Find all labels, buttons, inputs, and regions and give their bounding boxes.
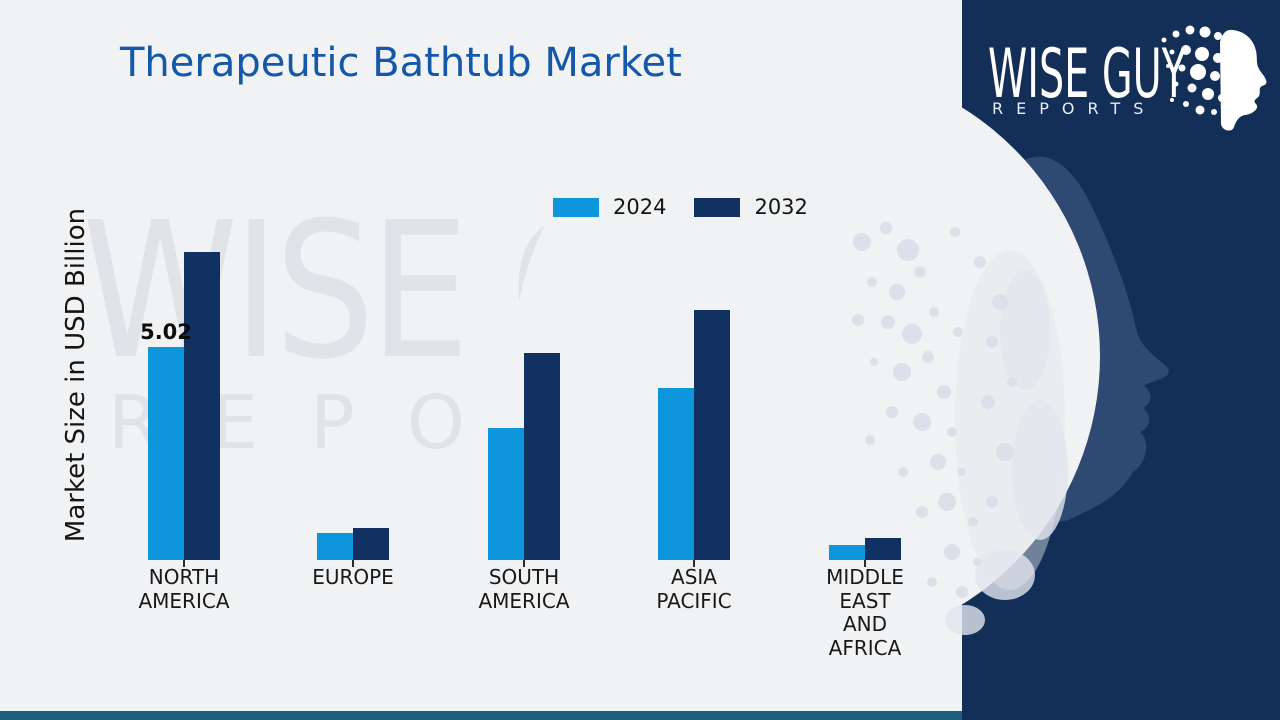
bar-2024-north-america: [148, 347, 184, 560]
dot-pattern: [852, 222, 1017, 598]
bar-2024-south-america: [488, 428, 524, 560]
legend: 2024 2032: [553, 195, 808, 219]
x-label-europe: EUROPE: [312, 565, 394, 589]
page-title: Therapeutic Bathtub Market: [120, 40, 682, 86]
legend-item-2032: 2032: [694, 195, 808, 219]
data-label-5.02: 5.02: [140, 320, 192, 344]
x-axis-tick: [523, 560, 525, 567]
legend-label-2032: 2032: [754, 195, 808, 219]
bar-2032-europe: [353, 528, 389, 560]
brain-blob-pattern: [945, 250, 1068, 635]
legend-item-2024: 2024: [553, 195, 666, 219]
x-label-asia-pacific: ASIA PACIFIC: [656, 565, 732, 613]
legend-swatch-2032: [694, 197, 741, 217]
footer-bar: [0, 711, 962, 720]
x-label-north-america: NORTH AMERICA: [138, 565, 230, 613]
legend-label-2024: 2024: [613, 195, 667, 219]
x-axis-tick: [693, 560, 695, 567]
brand-logo-name: WISE GUY: [988, 35, 1186, 114]
x-label-south-america: SOUTH AMERICA: [478, 565, 570, 613]
x-axis-tick: [864, 560, 866, 567]
brand-logo-sub: REPORTS: [992, 99, 1156, 118]
legend-swatch-2024: [553, 197, 599, 217]
bar-2024-asia-pacific: [658, 388, 694, 560]
x-axis-tick: [183, 560, 185, 567]
bar-2032-middle-east-and-africa: [865, 538, 901, 560]
logo-face-icon: [1161, 25, 1267, 131]
brand-logo: WISE GUY REPORTS: [988, 25, 1267, 131]
bar-2032-asia-pacific: [694, 310, 730, 560]
x-axis-tick: [352, 560, 354, 567]
bar-2032-south-america: [524, 353, 560, 560]
bar-2024-middle-east-and-africa: [829, 545, 865, 560]
bar-2032-north-america: [184, 252, 220, 560]
x-label-middle-east-and-africa: MIDDLE EAST AND AFRICA: [826, 565, 904, 660]
bar-2024-europe: [317, 533, 353, 560]
